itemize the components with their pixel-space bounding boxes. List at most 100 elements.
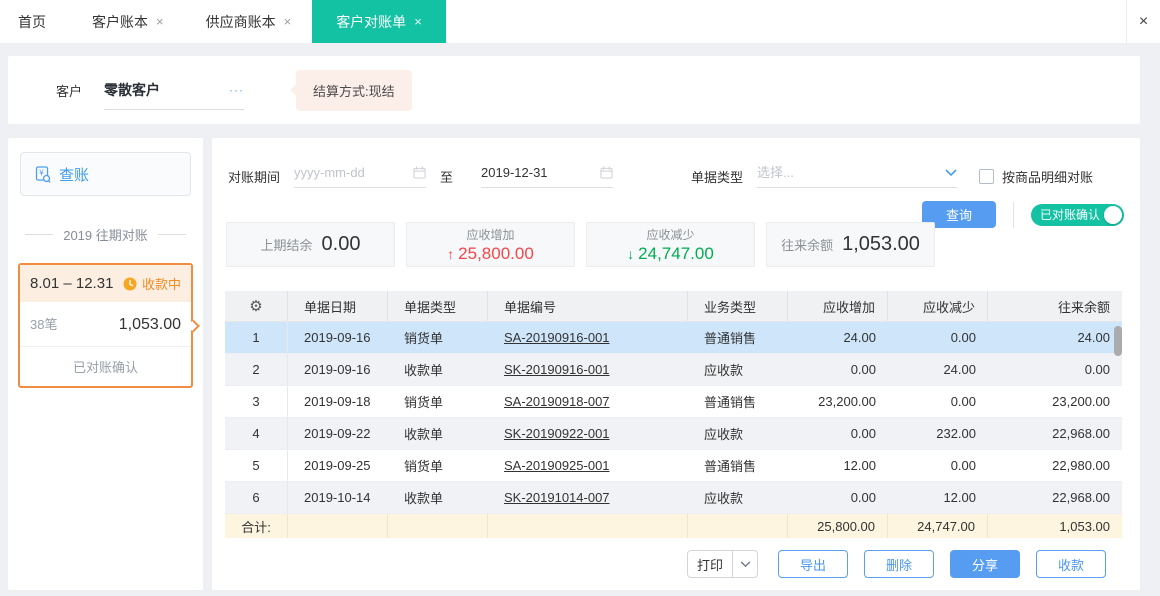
table-row[interactable]: 3 2019-09-18 销货单 SA-20190918-007 普通销售 23,200.… — [225, 386, 1122, 418]
decrease-amount: 0.00 — [950, 394, 976, 409]
doc-number-link[interactable]: SK-20191014-007 — [504, 490, 610, 505]
balance-amount: 22,968.00 — [1052, 426, 1110, 441]
doc-type: 销货单 — [404, 459, 444, 474]
increase-amount: 0.00 — [850, 426, 876, 441]
doc-type: 收款单 — [404, 427, 444, 442]
doc-type-input[interactable] — [757, 165, 928, 180]
column-header[interactable]: 往来余额 — [1057, 299, 1110, 315]
column-header[interactable]: 业务类型 — [688, 291, 788, 321]
filter-row: 对账期间 至 单据类型 — [228, 165, 1093, 188]
summary-card-current-balance: 往来余额 1,053.00 — [766, 222, 935, 267]
increase-amount: 12.00 — [843, 458, 876, 473]
status-badge: 收款中 — [123, 274, 181, 293]
doc-number-link[interactable]: SK-20190916-001 — [504, 362, 610, 377]
check-account-label: 查账 — [59, 166, 90, 184]
column-header[interactable]: 应收减少 — [888, 291, 988, 321]
doc-type: 收款单 — [404, 491, 444, 506]
more-icon[interactable]: ··· — [229, 83, 245, 97]
column-settings-icon[interactable]: ⚙ — [249, 298, 263, 315]
column-header[interactable]: 单据日期 — [288, 291, 388, 321]
biz-type: 应收款 — [704, 491, 744, 506]
table-row[interactable]: 5 2019-09-25 销货单 SA-20190925-001 普通销售 12.00 0.… — [225, 450, 1122, 482]
tab-label: 供应商账本 — [205, 13, 276, 30]
calendar-icon[interactable] — [600, 166, 613, 179]
detail-checkbox[interactable] — [979, 169, 995, 184]
table-row[interactable]: 2 2019-09-16 收款单 SK-20190916-001 应收款 0.00 24.0… — [225, 354, 1122, 386]
doc-type-select[interactable] — [757, 165, 958, 188]
doc-type: 销货单 — [404, 331, 444, 346]
doc-date: 2019-09-18 — [304, 394, 371, 409]
detail-checkbox-group[interactable]: 按商品明细对账 — [979, 167, 1093, 186]
vertical-divider — [1012, 201, 1014, 228]
share-button[interactable]: 分享 — [950, 550, 1020, 578]
row-index: 3 — [225, 386, 288, 417]
tab-supplier-ledger[interactable]: 供应商账本 × — [185, 0, 313, 43]
divider-line — [25, 234, 54, 235]
toggle-knob[interactable] — [1104, 205, 1122, 224]
main-panel: 对账期间 至 单据类型 — [212, 138, 1140, 590]
close-tab-icon[interactable]: × — [156, 14, 164, 29]
delete-button[interactable]: 删除 — [864, 550, 934, 578]
doc-date: 2019-09-16 — [304, 362, 371, 377]
chevron-down-icon — [740, 560, 750, 567]
tab-home[interactable]: 首页 — [0, 0, 71, 43]
total-increase: 25,800.00 — [788, 514, 888, 539]
customer-label: 客户 — [56, 83, 83, 99]
actions-row: 查询 已对账确认 — [921, 201, 1124, 228]
chevron-down-icon[interactable] — [945, 168, 957, 177]
date-to-input[interactable] — [481, 165, 582, 180]
print-dropdown-button[interactable] — [732, 551, 757, 577]
to-label: 至 — [440, 170, 454, 185]
print-button[interactable]: 打印 — [687, 550, 758, 578]
row-index: 4 — [225, 418, 288, 449]
doc-number-link[interactable]: SA-20190925-001 — [504, 458, 610, 473]
date-from-input[interactable] — [294, 165, 395, 180]
increase-amount: 23,200.00 — [818, 394, 876, 409]
doc-number-link[interactable]: SA-20190916-001 — [504, 330, 610, 345]
confirmed-toggle[interactable]: 已对账确认 — [1030, 203, 1124, 226]
balance-amount: 22,980.00 — [1052, 458, 1110, 473]
biz-type: 普通销售 — [704, 395, 757, 410]
increase-amount: 0.00 — [850, 362, 876, 377]
doc-number-link[interactable]: SA-20190918-007 — [504, 394, 610, 409]
receive-button[interactable]: 收款 — [1036, 550, 1106, 578]
period-filter-label: 对账期间 — [228, 170, 281, 185]
customer-value: 零散客户 — [104, 82, 161, 98]
summary-cards: 上期结余 0.00 应收增加 ↑ 25,800.00 应收减少 ↓ 24,747… — [226, 222, 935, 267]
doc-number-link[interactable]: SK-20190922-001 — [504, 426, 610, 441]
table-row[interactable]: 6 2019-10-14 收款单 SK-20191014-007 应收款 0.00 12.0… — [225, 482, 1122, 514]
table-body: 1 2019-09-16 销货单 SA-20190916-001 普通销售 24.00 0.… — [225, 322, 1122, 514]
date-from-field[interactable] — [294, 165, 427, 188]
tabbar-spacer — [446, 0, 1126, 43]
doc-type: 收款单 — [404, 363, 444, 378]
close-tab-icon[interactable]: × — [283, 14, 292, 29]
period-card-body: 38笔 1,053.00 — [20, 302, 191, 347]
column-header[interactable]: 单据类型 — [388, 291, 488, 321]
column-header[interactable]: 应收增加 — [788, 291, 888, 321]
column-header[interactable]: 单据编号 — [488, 291, 688, 321]
close-page-button[interactable]: × — [1126, 0, 1160, 43]
biz-type: 应收款 — [704, 427, 744, 442]
check-account-button[interactable]: ¥ 查账 — [20, 152, 191, 196]
export-button[interactable]: 导出 — [778, 550, 848, 578]
decrease-amount: 12.00 — [943, 490, 976, 505]
svg-text:¥: ¥ — [38, 168, 44, 177]
calendar-icon[interactable] — [413, 166, 426, 179]
table-row[interactable]: 1 2019-09-16 销货单 SA-20190916-001 普通销售 24.00 0.… — [225, 322, 1122, 354]
close-tab-icon[interactable]: × — [414, 14, 422, 29]
tab-label: 客户账本 — [92, 13, 148, 30]
period-card[interactable]: 8.01 – 12.31 收款中 38笔 1,053.00 已对账确认 — [18, 263, 200, 388]
table-scrollbar[interactable] — [1114, 326, 1122, 356]
biz-type: 普通销售 — [704, 459, 757, 474]
doc-date: 2019-09-22 — [304, 426, 371, 441]
doc-type-label: 单据类型 — [691, 170, 744, 185]
date-to-field[interactable] — [481, 165, 614, 188]
sidebar: ¥ 查账 2019 往期对账 8.01 – 12.31 收款中 38笔 1,05… — [8, 138, 203, 590]
tab-customer-ledger[interactable]: 客户账本 × — [71, 0, 185, 43]
customer-select[interactable]: 零散客户 ··· — [104, 80, 245, 110]
balance-amount: 24.00 — [1077, 330, 1110, 345]
tab-customer-statement[interactable]: 客户对账单 × — [312, 0, 446, 43]
bill-amount: 1,053.00 — [118, 316, 181, 333]
tab-bar: 首页 客户账本 × 供应商账本 × 客户对账单 × × — [0, 0, 1160, 43]
table-row[interactable]: 4 2019-09-22 收款单 SK-20190922-001 应收款 0.00 232.… — [225, 418, 1122, 450]
